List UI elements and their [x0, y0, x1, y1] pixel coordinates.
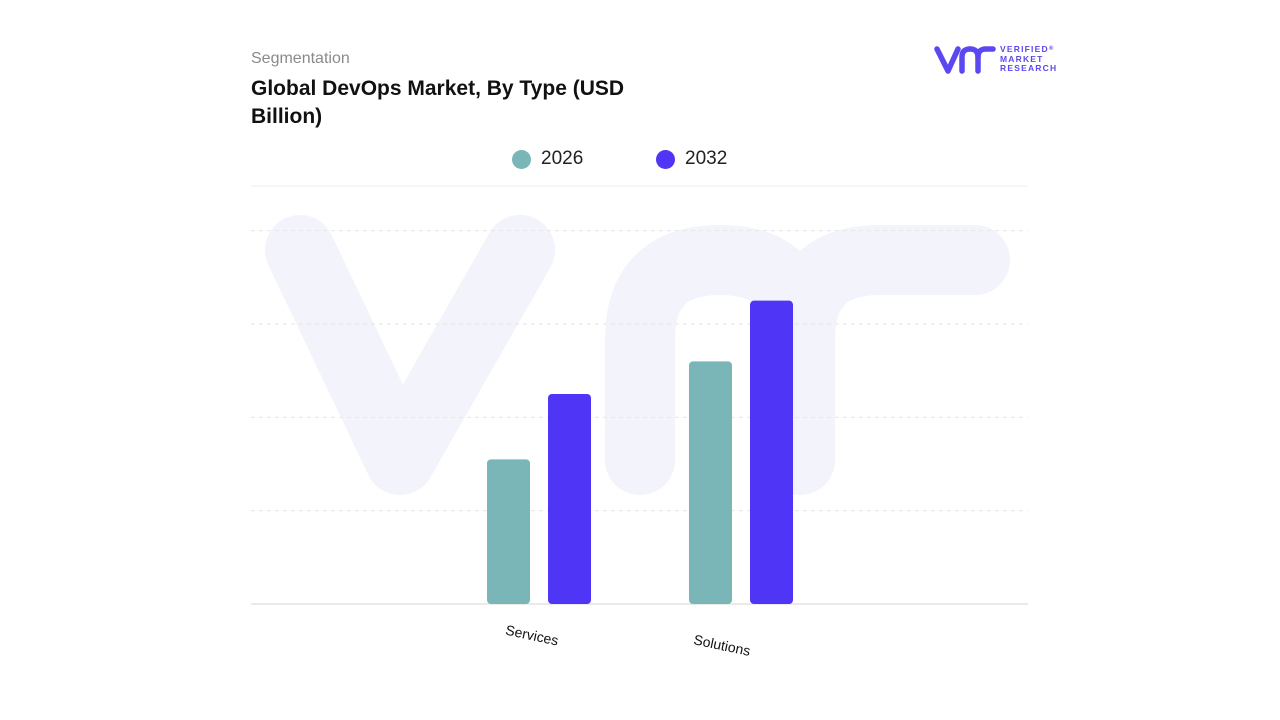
x-tick-label-solutions: Solutions — [692, 631, 752, 659]
logo-line-2: MARKET — [1000, 53, 1044, 64]
logo-line-1: VERIFIED — [1000, 44, 1049, 54]
bar-services-2032 — [548, 394, 591, 604]
legend-item-2026: 2026 — [512, 148, 583, 170]
chart-title: Global DevOps Market, By Type (USD Billi… — [251, 77, 625, 128]
legend-swatch-2032 — [656, 149, 675, 169]
logo-registered-mark: ® — [1048, 46, 1055, 52]
x-tick-label-services: Services — [504, 622, 560, 649]
legend-label-2032: 2032 — [685, 148, 728, 169]
chart-subtitle: Segmentation — [251, 50, 350, 67]
vmr-logo-mark-icon — [934, 46, 996, 74]
vmr-logo-text: VERIFIED® MARKET RESEARCH — [1000, 44, 1058, 74]
bars-group — [487, 300, 793, 604]
bar-solutions-2026 — [689, 361, 732, 604]
x-tick-labels: Services Solutions — [504, 622, 752, 659]
bar-services-2026 — [487, 459, 530, 604]
bar-solutions-2032 — [750, 300, 793, 604]
vmr-watermark — [265, 215, 1010, 495]
grid-lines — [251, 185, 1028, 512]
legend-item-2032: 2032 — [656, 148, 727, 170]
legend-swatch-2026 — [512, 149, 531, 169]
logo-line-3: RESEARCH — [1000, 63, 1058, 73]
legend-label-2026: 2026 — [541, 148, 584, 169]
vmr-logo: VERIFIED® MARKET RESEARCH — [934, 44, 1064, 76]
